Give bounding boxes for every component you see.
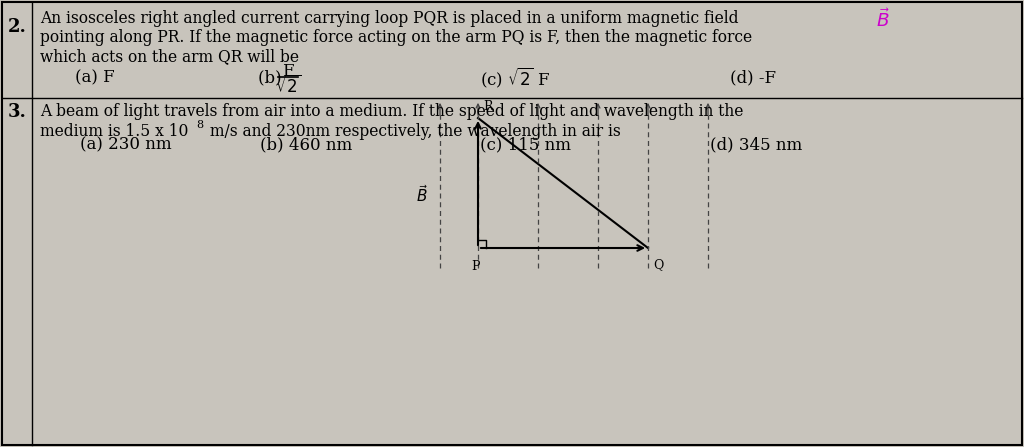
Text: (a) F: (a) F xyxy=(75,69,115,87)
Text: 2.: 2. xyxy=(7,18,27,36)
Text: R: R xyxy=(483,100,493,113)
Text: m/s and 230nm respectively, the wavelength in air is: m/s and 230nm respectively, the waveleng… xyxy=(205,123,621,140)
Text: (d) -F: (d) -F xyxy=(730,69,776,87)
Text: An isosceles right angled current carrying loop PQR is placed in a uniform magne: An isosceles right angled current carryi… xyxy=(40,10,743,27)
Text: (b) 460 nm: (b) 460 nm xyxy=(260,136,352,153)
Text: pointing along PR. If the magnetic force acting on the arm PQ is F, then the mag: pointing along PR. If the magnetic force… xyxy=(40,29,752,46)
Text: (d) 345 nm: (d) 345 nm xyxy=(710,136,802,153)
Text: $\vec{B}$: $\vec{B}$ xyxy=(876,8,890,31)
Text: which acts on the arm QR will be: which acts on the arm QR will be xyxy=(40,48,299,65)
Text: A beam of light travels from air into a medium. If the speed of light and wavele: A beam of light travels from air into a … xyxy=(40,103,743,120)
Text: $\sqrt{2}$: $\sqrt{2}$ xyxy=(274,75,301,97)
Text: 8: 8 xyxy=(196,120,203,130)
Text: (c) 115 nm: (c) 115 nm xyxy=(480,136,571,153)
Text: (a) 230 nm: (a) 230 nm xyxy=(80,136,172,153)
Text: Q: Q xyxy=(653,258,664,271)
Text: 3.: 3. xyxy=(7,103,27,121)
Text: (c) $\sqrt{2}$ F: (c) $\sqrt{2}$ F xyxy=(480,66,550,90)
Text: $\vec{B}$: $\vec{B}$ xyxy=(416,185,428,206)
Text: P: P xyxy=(472,260,480,273)
Text: F: F xyxy=(283,63,294,80)
Text: (b): (b) xyxy=(258,69,287,87)
Text: medium is 1.5 x 10: medium is 1.5 x 10 xyxy=(40,123,188,140)
